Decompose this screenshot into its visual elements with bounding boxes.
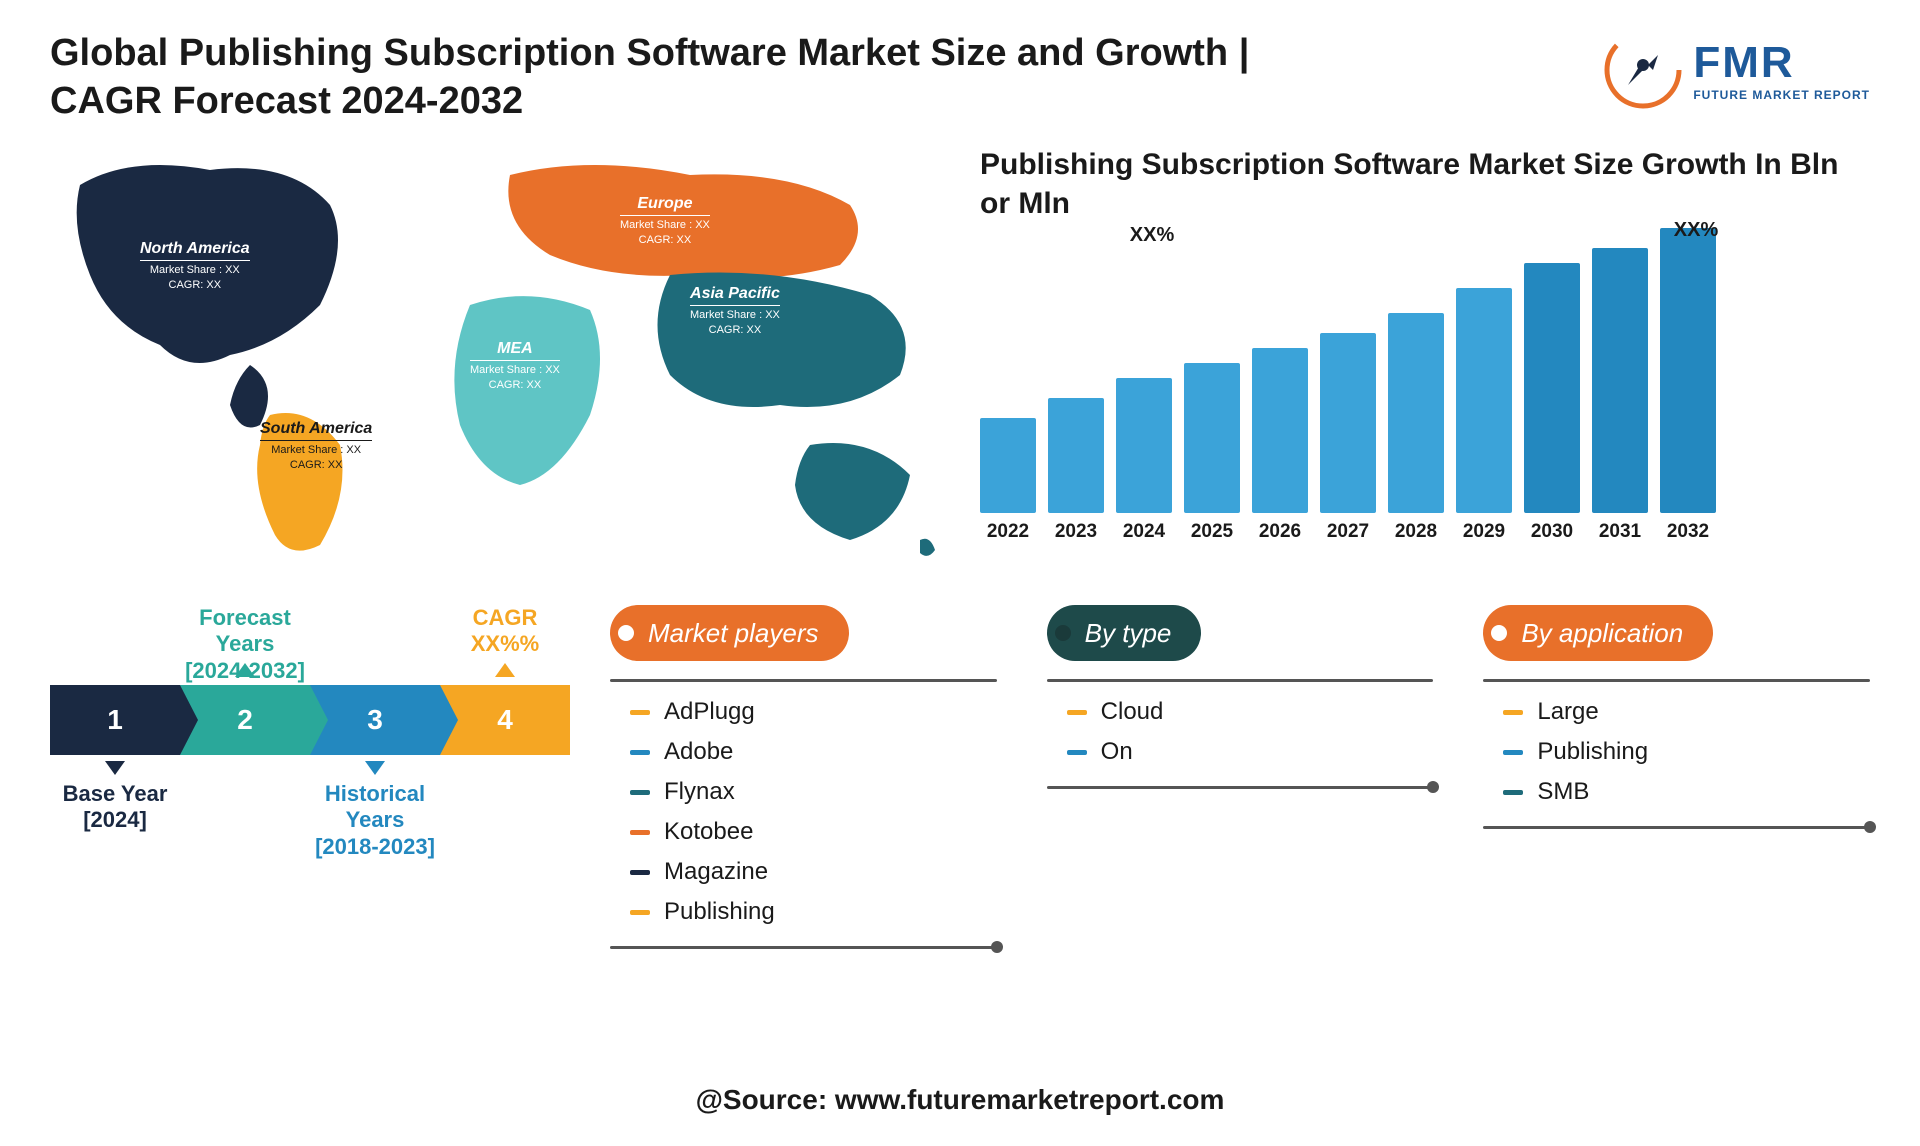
list-item: Cloud <box>1067 692 1434 732</box>
list-item: Adobe <box>630 732 997 772</box>
timeline: Forecast Years [2024-2032] CAGR XX%% 123… <box>50 605 570 860</box>
list-item: Large <box>1503 692 1870 732</box>
bar-2025: 2025 <box>1184 363 1240 543</box>
bar-2032: XX%2032 <box>1660 219 1716 543</box>
triangle-down-icon <box>365 761 385 775</box>
upper-section: North AmericaMarket Share : XXCAGR: XX So… <box>50 145 1870 565</box>
bar-2028: 2028 <box>1388 313 1444 543</box>
logo-icon <box>1603 30 1683 110</box>
header: Global Publishing Subscription Software … <box>50 30 1870 125</box>
list-item: Publishing <box>1503 732 1870 772</box>
list-item: SMB <box>1503 772 1870 812</box>
chart-bars: 20222023XX%20242025202620272028202920302… <box>980 243 1870 543</box>
triangle-up-icon <box>235 663 255 677</box>
bar-2031: 2031 <box>1592 248 1648 543</box>
logo: FMR FUTURE MARKET REPORT <box>1603 30 1870 110</box>
dot-icon <box>1491 625 1507 641</box>
timeline-bar: 1234 <box>50 685 570 755</box>
pill-by-type: By type CloudOn <box>1047 605 1434 949</box>
timeline-seg-4: 4 <box>440 685 570 755</box>
page-title: Global Publishing Subscription Software … <box>50 30 1350 125</box>
pill-header: By application <box>1483 605 1713 661</box>
list-item: On <box>1067 732 1434 772</box>
bar-2029: 2029 <box>1456 288 1512 543</box>
region-mea: MEAMarket Share : XXCAGR: XX <box>470 340 560 394</box>
list-item: AdPlugg <box>630 692 997 732</box>
logo-sub: FUTURE MARKET REPORT <box>1693 88 1870 102</box>
base-label: Base Year [2024] <box>50 781 180 860</box>
dot-icon <box>618 625 634 641</box>
bar-chart: Publishing Subscription Software Market … <box>980 145 1870 565</box>
source-text: @Source: www.futuremarketreport.com <box>696 1084 1225 1116</box>
bar-2026: 2026 <box>1252 348 1308 543</box>
bar-2030: 2030 <box>1524 263 1580 543</box>
region-north-america: North AmericaMarket Share : XXCAGR: XX <box>140 240 250 294</box>
dot-icon <box>1055 625 1071 641</box>
list-item: Kotobee <box>630 812 997 852</box>
triangle-up-icon <box>495 663 515 677</box>
pill-header: By type <box>1047 605 1202 661</box>
list-item: Flynax <box>630 772 997 812</box>
timeline-seg-1: 1 <box>50 685 180 755</box>
list-item: Publishing <box>630 892 997 932</box>
triangle-down-icon <box>105 761 125 775</box>
pill-market-players: Market players AdPluggAdobeFlynaxKotobee… <box>610 605 997 949</box>
pill-by-application: By application LargePublishingSMB <box>1483 605 1870 949</box>
timeline-seg-3: 3 <box>310 685 440 755</box>
world-map: North AmericaMarket Share : XXCAGR: XX So… <box>50 145 950 565</box>
timeline-seg-2: 2 <box>180 685 310 755</box>
logo-fmr: FMR <box>1693 38 1870 88</box>
region-europe: EuropeMarket Share : XXCAGR: XX <box>620 195 710 249</box>
pill-header: Market players <box>610 605 849 661</box>
bar-2027: 2027 <box>1320 333 1376 543</box>
lower-section: Forecast Years [2024-2032] CAGR XX%% 123… <box>50 605 1870 949</box>
bar-2023: 2023 <box>1048 398 1104 543</box>
bar-2024: XX%2024 <box>1116 369 1172 543</box>
bar-2022: 2022 <box>980 418 1036 543</box>
region-south-america: South AmericaMarket Share : XXCAGR: XX <box>260 420 372 474</box>
chart-title: Publishing Subscription Software Market … <box>980 145 1870 223</box>
hist-label: Historical Years [2018-2023] <box>310 781 440 860</box>
list-item: Magazine <box>630 852 997 892</box>
region-asia-pacific: Asia PacificMarket Share : XXCAGR: XX <box>690 285 780 339</box>
